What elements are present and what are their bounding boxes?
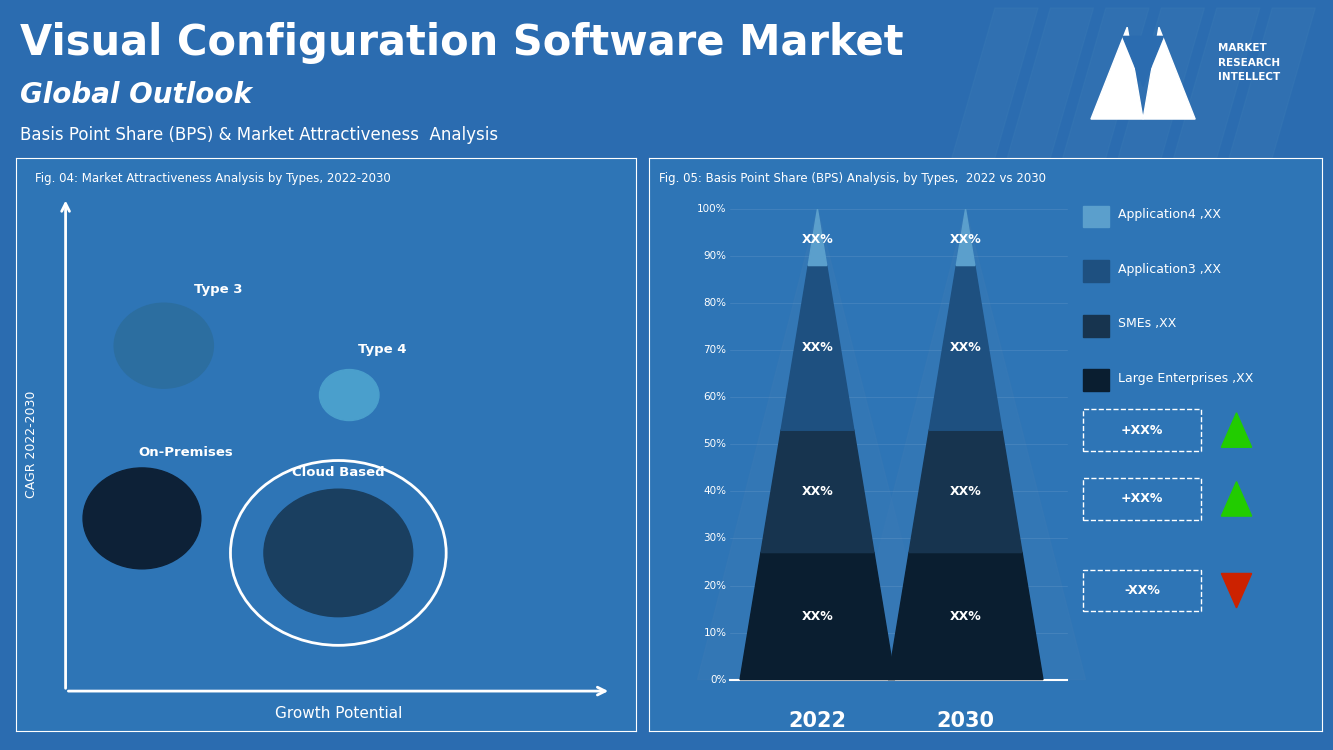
Polygon shape	[781, 266, 854, 430]
Text: XX%: XX%	[949, 485, 981, 498]
Text: CAGR 2022-2030: CAGR 2022-2030	[25, 391, 39, 498]
Bar	[1084, 315, 1109, 337]
Text: On-Premises: On-Premises	[139, 446, 233, 459]
Text: 40%: 40%	[704, 487, 726, 496]
Polygon shape	[808, 209, 826, 266]
Text: MARKET
RESEARCH
INTELLECT: MARKET RESEARCH INTELLECT	[1218, 43, 1280, 82]
Polygon shape	[888, 553, 1042, 680]
Polygon shape	[740, 553, 894, 680]
Text: XX%: XX%	[949, 341, 981, 355]
Ellipse shape	[83, 468, 201, 568]
Polygon shape	[909, 430, 1022, 553]
Text: 100%: 100%	[697, 204, 726, 214]
Ellipse shape	[115, 303, 213, 388]
Text: 70%: 70%	[704, 345, 726, 355]
Text: Type 4: Type 4	[357, 343, 407, 355]
Polygon shape	[1221, 574, 1252, 608]
Polygon shape	[956, 209, 974, 266]
Text: XX%: XX%	[801, 233, 833, 246]
Text: -XX%: -XX%	[1124, 584, 1160, 597]
Text: Type 3: Type 3	[195, 284, 243, 296]
Text: 90%: 90%	[704, 251, 726, 261]
Text: XX%: XX%	[949, 233, 981, 246]
Ellipse shape	[320, 370, 379, 421]
Text: 50%: 50%	[704, 440, 726, 449]
Text: 0%: 0%	[710, 674, 726, 685]
Text: 20%: 20%	[704, 580, 726, 590]
Text: XX%: XX%	[801, 485, 833, 498]
Text: +XX%: +XX%	[1121, 493, 1164, 506]
Text: XX%: XX%	[801, 341, 833, 355]
Polygon shape	[1221, 482, 1252, 516]
Text: 2030: 2030	[937, 711, 994, 731]
Text: Basis Point Share (BPS) & Market Attractiveness  Analysis: Basis Point Share (BPS) & Market Attract…	[20, 126, 499, 144]
Polygon shape	[697, 209, 937, 680]
Text: Application3 ,XX: Application3 ,XX	[1118, 263, 1221, 276]
Polygon shape	[929, 266, 1002, 430]
Text: Application4 ,XX: Application4 ,XX	[1118, 209, 1221, 221]
Polygon shape	[1090, 27, 1142, 119]
Polygon shape	[1221, 413, 1252, 447]
Text: 80%: 80%	[704, 298, 726, 308]
Text: XX%: XX%	[949, 610, 981, 622]
Text: Large Enterprises ,XX: Large Enterprises ,XX	[1118, 372, 1254, 385]
Polygon shape	[1122, 36, 1164, 86]
Bar	[1084, 206, 1109, 227]
Text: Cloud Based: Cloud Based	[292, 466, 385, 479]
Text: 60%: 60%	[704, 392, 726, 402]
Text: 2022: 2022	[788, 711, 846, 731]
Text: Global Outlook: Global Outlook	[20, 81, 252, 109]
Text: Fig. 05: Basis Point Share (BPS) Analysis, by Types,  2022 vs 2030: Fig. 05: Basis Point Share (BPS) Analysi…	[660, 172, 1046, 184]
Text: Growth Potential: Growth Potential	[275, 706, 403, 722]
Text: +XX%: +XX%	[1121, 424, 1164, 436]
Bar	[1084, 369, 1109, 391]
Polygon shape	[845, 209, 1085, 680]
Bar	[1084, 260, 1109, 282]
Text: XX%: XX%	[801, 610, 833, 622]
Text: SMEs ,XX: SMEs ,XX	[1118, 317, 1177, 331]
Text: 10%: 10%	[704, 628, 726, 638]
Text: Fig. 04: Market Attractiveness Analysis by Types, 2022-2030: Fig. 04: Market Attractiveness Analysis …	[35, 172, 391, 184]
Text: Visual Configuration Software Market: Visual Configuration Software Market	[20, 22, 904, 64]
Ellipse shape	[264, 489, 413, 616]
Text: 30%: 30%	[704, 533, 726, 544]
Polygon shape	[761, 430, 874, 553]
Polygon shape	[1142, 27, 1196, 119]
